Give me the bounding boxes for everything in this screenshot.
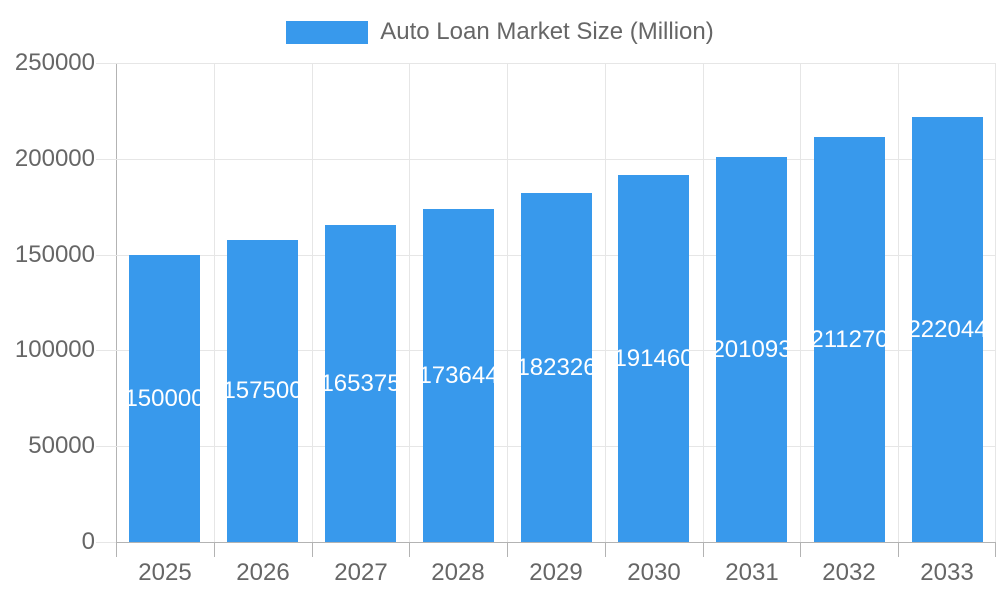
x-axis-tick-label: 2029 [529, 559, 583, 586]
y-axis-tick-label: 100000 [14, 336, 95, 363]
bar[interactable]: 182326 [521, 193, 592, 542]
x-axis-tick-label: 2028 [431, 559, 485, 586]
x-axis-tick [800, 543, 801, 557]
x-gridline [409, 63, 410, 542]
x-gridline [507, 63, 508, 542]
y-axis-tick-label: 200000 [14, 145, 95, 172]
bar-value-label: 182326 [521, 353, 592, 381]
bar-value-label: 191460 [618, 344, 689, 372]
x-axis-tick-label: 2025 [138, 559, 192, 586]
bar-value-label: 173644 [423, 361, 494, 389]
legend-label: Auto Loan Market Size (Million) [380, 18, 714, 45]
bar[interactable]: 173644 [423, 209, 494, 542]
x-axis-tick [116, 543, 117, 557]
legend-swatch-icon [286, 20, 369, 44]
bar[interactable]: 165375 [325, 225, 396, 542]
bar[interactable]: 150000 [129, 255, 200, 542]
x-axis-tick [214, 543, 215, 557]
x-axis-line [96, 542, 996, 543]
y-axis-tick-label: 150000 [14, 241, 95, 268]
x-gridline [214, 63, 215, 542]
y-axis-tick [96, 350, 116, 351]
x-axis-tick-label: 2030 [627, 559, 681, 586]
bar-value-label: 150000 [129, 384, 200, 412]
y-gridline [116, 63, 996, 64]
x-axis-tick-label: 2027 [334, 559, 388, 586]
y-gridline [116, 159, 996, 160]
x-axis-tick-label: 2032 [822, 559, 876, 586]
chart-legend[interactable]: Auto Loan Market Size (Million) [0, 19, 1000, 45]
x-gridline [605, 63, 606, 542]
bar[interactable]: 201093 [716, 157, 787, 542]
y-axis-tick [96, 446, 116, 447]
x-axis-tick [312, 543, 313, 557]
x-gridline [312, 63, 313, 542]
y-axis-tick-label: 250000 [14, 49, 95, 76]
x-axis-tick [605, 543, 606, 557]
x-gridline [995, 63, 996, 542]
y-axis-tick [96, 255, 116, 256]
x-axis-tick [898, 543, 899, 557]
x-axis-tick [507, 543, 508, 557]
x-gridline [800, 63, 801, 542]
x-axis-tick [995, 543, 996, 557]
bar-value-label: 211270 [814, 325, 885, 353]
y-axis-tick [96, 542, 116, 543]
y-axis-tick-label: 0 [81, 528, 95, 555]
y-axis-line [116, 63, 117, 557]
x-axis-tick-label: 2026 [236, 559, 290, 586]
x-gridline [703, 63, 704, 542]
bar[interactable]: 222044 [912, 117, 983, 542]
x-gridline [898, 63, 899, 542]
bar-value-label: 222044 [912, 315, 983, 343]
bar[interactable]: 211270 [814, 137, 885, 542]
x-axis-tick-label: 2031 [725, 559, 779, 586]
bar-value-label: 165375 [325, 369, 396, 397]
bar[interactable]: 157500 [227, 240, 298, 542]
plot-area: 150000 157500 165375 173644 182326 191460 2010… [116, 63, 996, 542]
y-axis-tick [96, 159, 116, 160]
x-axis-tick-label: 2033 [920, 559, 974, 586]
y-axis-tick-label: 50000 [28, 432, 95, 459]
bar-value-label: 201093 [716, 335, 787, 363]
bar[interactable]: 191460 [618, 175, 689, 542]
bar-value-label: 157500 [227, 377, 298, 404]
y-axis-tick [96, 63, 116, 64]
x-axis-tick [409, 543, 410, 557]
x-axis-tick [703, 543, 704, 557]
